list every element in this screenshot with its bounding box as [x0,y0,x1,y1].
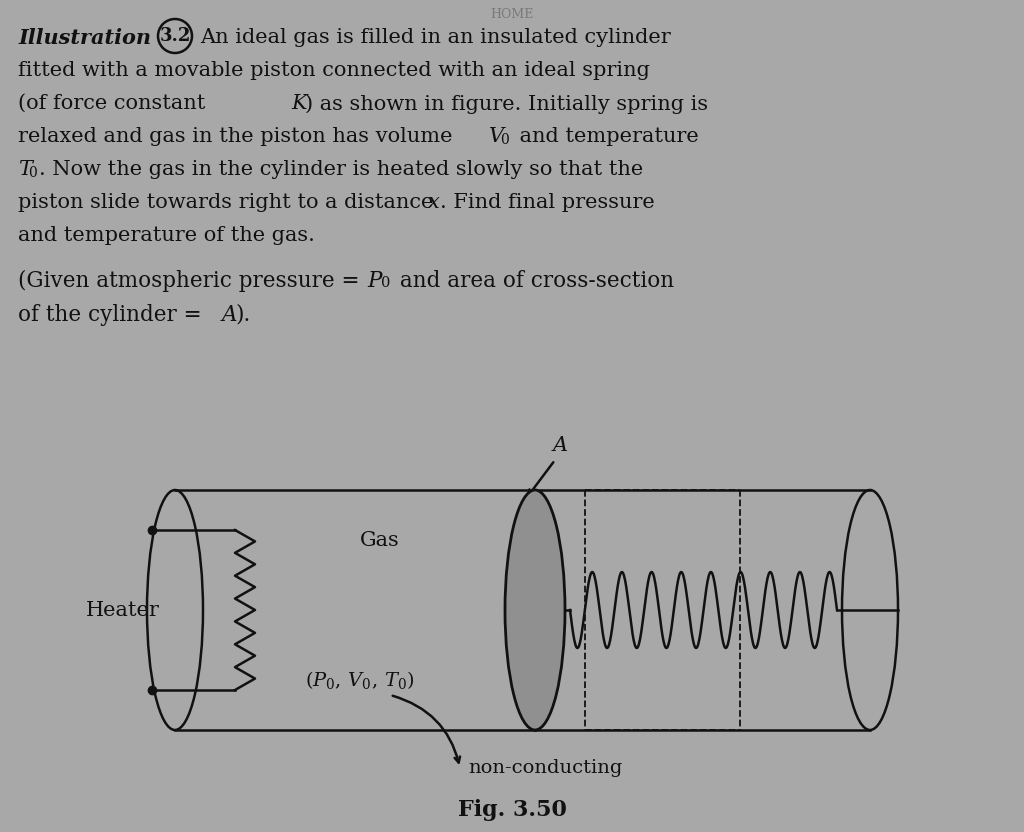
Text: ).: ). [234,304,250,326]
Text: An ideal gas is filled in an insulated cylinder: An ideal gas is filled in an insulated c… [200,28,671,47]
Text: ) as shown in figure. Initially spring is: ) as shown in figure. Initially spring i… [305,94,709,114]
Text: Illustration: Illustration [18,28,151,48]
Text: Heater: Heater [86,601,160,620]
Text: and temperature of the gas.: and temperature of the gas. [18,226,314,245]
Text: Gas: Gas [360,531,400,549]
Text: non-conducting: non-conducting [468,759,623,777]
Text: T: T [18,160,32,179]
Text: piston slide towards right to a distance: piston slide towards right to a distance [18,193,440,212]
Text: 0: 0 [381,276,390,290]
Text: $(P_0,\, V_0,\, T_0)$: $(P_0,\, V_0,\, T_0)$ [305,669,415,691]
Text: (of force constant: (of force constant [18,94,212,113]
Ellipse shape [505,490,565,730]
Text: (Given atmospheric pressure =: (Given atmospheric pressure = [18,270,367,292]
Text: Fig. 3.50: Fig. 3.50 [458,799,566,821]
Text: 0: 0 [500,133,509,147]
Text: . Find final pressure: . Find final pressure [440,193,654,212]
Text: HOME: HOME [490,8,534,21]
Text: V: V [489,127,504,146]
Text: of the cylinder =: of the cylinder = [18,304,209,326]
Text: x: x [428,193,439,212]
Text: 3.2: 3.2 [160,27,190,45]
Text: 0: 0 [28,166,37,180]
Text: relaxed and gas in the piston has volume: relaxed and gas in the piston has volume [18,127,459,146]
Text: A: A [552,436,567,455]
Text: and temperature: and temperature [513,127,698,146]
Text: P: P [367,270,382,292]
Text: K: K [291,94,306,113]
Text: . Now the gas in the cylinder is heated slowly so that the: . Now the gas in the cylinder is heated … [39,160,643,179]
Text: and area of cross-section: and area of cross-section [393,270,674,292]
Text: fitted with a movable piston connected with an ideal spring: fitted with a movable piston connected w… [18,61,650,80]
Text: A: A [222,304,238,326]
